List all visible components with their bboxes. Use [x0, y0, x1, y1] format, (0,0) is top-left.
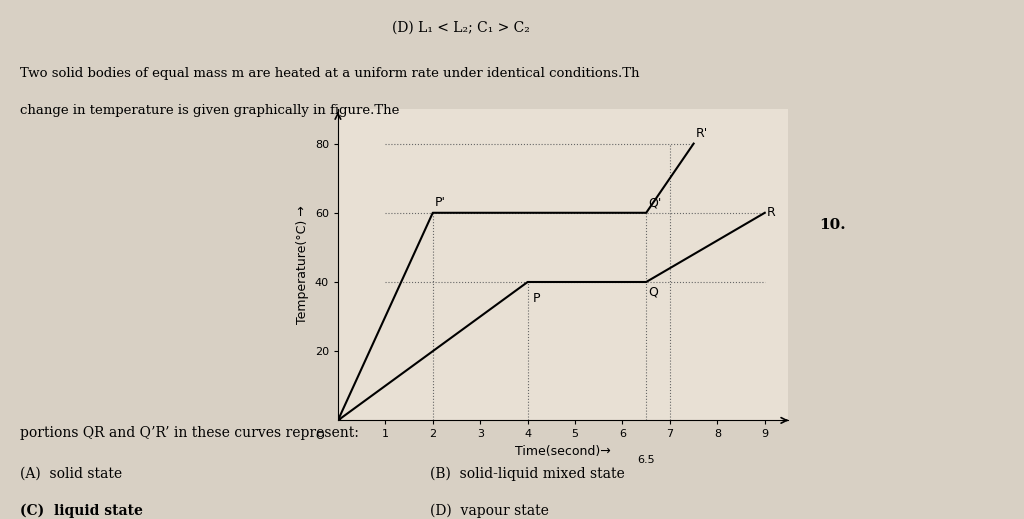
Text: portions QR and Q’R’ in these curves represent:: portions QR and Q’R’ in these curves rep… [20, 426, 359, 440]
Text: R: R [767, 206, 776, 220]
Text: P': P' [435, 196, 446, 209]
Text: Q: Q [648, 285, 658, 298]
Text: Q': Q' [648, 196, 662, 209]
Text: O: O [315, 431, 324, 441]
Text: 10.: 10. [819, 218, 846, 232]
Text: change in temperature is given graphically in figure.The: change in temperature is given graphical… [20, 104, 399, 117]
Text: R': R' [696, 127, 709, 140]
Text: Two solid bodies of equal mass m are heated at a uniform rate under identical co: Two solid bodies of equal mass m are hea… [20, 67, 640, 80]
X-axis label: Time(second)→: Time(second)→ [515, 445, 611, 458]
Text: 6.5: 6.5 [637, 455, 655, 465]
Text: (D) L₁ < L₂; C₁ > C₂: (D) L₁ < L₂; C₁ > C₂ [392, 21, 529, 35]
Text: (A)  solid state: (A) solid state [20, 467, 123, 481]
Text: P: P [532, 292, 540, 305]
Y-axis label: Temperature(°C) →: Temperature(°C) → [296, 206, 309, 324]
Text: (D)  vapour state: (D) vapour state [430, 503, 549, 518]
Text: (C)  liquid state: (C) liquid state [20, 503, 143, 518]
Text: (B)  solid-liquid mixed state: (B) solid-liquid mixed state [430, 467, 625, 482]
